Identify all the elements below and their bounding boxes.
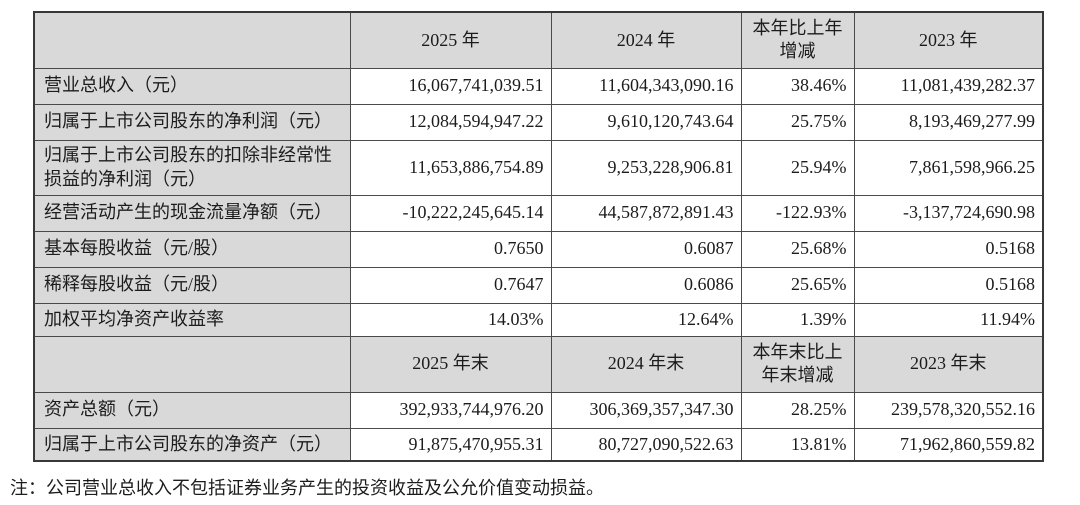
cell-value: 11,604,343,090.16 bbox=[550, 67, 742, 105]
table-row: 归属于上市公司股东的净利润（元） 12,084,594,947.22 9,610… bbox=[33, 103, 1044, 141]
cell-value: 0.7647 bbox=[349, 266, 552, 304]
row-label: 营业总收入（元） bbox=[33, 67, 351, 105]
cell-value: 11.94% bbox=[853, 302, 1044, 337]
cell-value: 9,253,228,906.81 bbox=[550, 139, 742, 196]
cell-value: 0.6086 bbox=[550, 266, 742, 304]
col-header-end-change: 本年末比上 年末增减 bbox=[740, 335, 855, 393]
cell-value: 239,578,320,552.16 bbox=[853, 391, 1044, 429]
col-header-2025: 2025 年 bbox=[349, 11, 552, 69]
table-row: 营业总收入（元） 16,067,741,039.51 11,604,343,09… bbox=[33, 67, 1044, 105]
col-header-2024-end: 2024 年末 bbox=[550, 335, 742, 393]
financial-summary: 2025 年 2024 年 本年比上年 增减 2023 年 营业总收入（元） 1… bbox=[33, 11, 1044, 462]
table-row: 经营活动产生的现金流量净额（元） -10,222,245,645.14 44,5… bbox=[33, 194, 1044, 232]
table-row: 基本每股收益（元/股） 0.7650 0.6087 25.68% 0.5168 bbox=[33, 230, 1044, 268]
cell-value: 25.94% bbox=[740, 139, 855, 196]
row-label: 资产总额（元） bbox=[33, 391, 351, 429]
row-label: 基本每股收益（元/股） bbox=[33, 230, 351, 268]
cell-value: 306,369,357,347.30 bbox=[550, 391, 742, 429]
cell-value: 44,587,872,891.43 bbox=[550, 194, 742, 232]
financial-summary-table: 2025 年 2024 年 本年比上年 增减 2023 年 营业总收入（元） 1… bbox=[33, 11, 1044, 462]
cell-value: 13.81% bbox=[740, 427, 855, 462]
cell-value: 25.65% bbox=[740, 266, 855, 304]
table-row: 归属于上市公司股东的扣除非经常性损益的净利润（元） 11,653,886,754… bbox=[33, 139, 1044, 196]
table-header-annual: 2025 年 2024 年 本年比上年 增减 2023 年 bbox=[33, 11, 1044, 69]
cell-value: 0.6087 bbox=[550, 230, 742, 268]
cell-value: 16,067,741,039.51 bbox=[349, 67, 552, 105]
cell-value: 38.46% bbox=[740, 67, 855, 105]
corner-cell bbox=[33, 11, 351, 69]
cell-value: 11,081,439,282.37 bbox=[853, 67, 1044, 105]
cell-value: 12.64% bbox=[550, 302, 742, 337]
corner-cell bbox=[33, 335, 351, 393]
cell-value: -122.93% bbox=[740, 194, 855, 232]
col-header-2025-end: 2025 年末 bbox=[349, 335, 552, 393]
row-label: 归属于上市公司股东的净资产（元） bbox=[33, 427, 351, 462]
cell-value: 1.39% bbox=[740, 302, 855, 337]
table-row: 资产总额（元） 392,933,744,976.20 306,369,357,3… bbox=[33, 391, 1044, 429]
cell-value: -10,222,245,645.14 bbox=[349, 194, 552, 232]
col-header-yoy-change: 本年比上年 增减 bbox=[740, 11, 855, 69]
cell-value: 7,861,598,966.25 bbox=[853, 139, 1044, 196]
cell-value: 91,875,470,955.31 bbox=[349, 427, 552, 462]
row-label: 归属于上市公司股东的扣除非经常性损益的净利润（元） bbox=[33, 139, 351, 196]
cell-value: 25.75% bbox=[740, 103, 855, 141]
cell-value: 12,084,594,947.22 bbox=[349, 103, 552, 141]
row-label: 加权平均净资产收益率 bbox=[33, 302, 351, 337]
cell-value: 71,962,860,559.82 bbox=[853, 427, 1044, 462]
col-header-2024: 2024 年 bbox=[550, 11, 742, 69]
cell-value: 9,610,120,743.64 bbox=[550, 103, 742, 141]
cell-value: 0.5168 bbox=[853, 266, 1044, 304]
cell-value: 25.68% bbox=[740, 230, 855, 268]
table-row: 归属于上市公司股东的净资产（元） 91,875,470,955.31 80,72… bbox=[33, 427, 1044, 462]
cell-value: -3,137,724,690.98 bbox=[853, 194, 1044, 232]
footnote: 注：公司营业总收入不包括证券业务产生的投资收益及公允价值变动损益。 bbox=[10, 478, 604, 498]
row-label: 稀释每股收益（元/股） bbox=[33, 266, 351, 304]
row-label: 归属于上市公司股东的净利润（元） bbox=[33, 103, 351, 141]
cell-value: 392,933,744,976.20 bbox=[349, 391, 552, 429]
col-header-2023-end: 2023 年末 bbox=[853, 335, 1044, 393]
cell-value: 0.5168 bbox=[853, 230, 1044, 268]
col-header-2023: 2023 年 bbox=[853, 11, 1044, 69]
table-row: 加权平均净资产收益率 14.03% 12.64% 1.39% 11.94% bbox=[33, 302, 1044, 337]
cell-value: 28.25% bbox=[740, 391, 855, 429]
cell-value: 14.03% bbox=[349, 302, 552, 337]
cell-value: 11,653,886,754.89 bbox=[349, 139, 552, 196]
cell-value: 8,193,469,277.99 bbox=[853, 103, 1044, 141]
cell-value: 0.7650 bbox=[349, 230, 552, 268]
row-label: 经营活动产生的现金流量净额（元） bbox=[33, 194, 351, 232]
table-header-period-end: 2025 年末 2024 年末 本年末比上 年末增减 2023 年末 bbox=[33, 335, 1044, 393]
table-row: 稀释每股收益（元/股） 0.7647 0.6086 25.65% 0.5168 bbox=[33, 266, 1044, 304]
cell-value: 80,727,090,522.63 bbox=[550, 427, 742, 462]
